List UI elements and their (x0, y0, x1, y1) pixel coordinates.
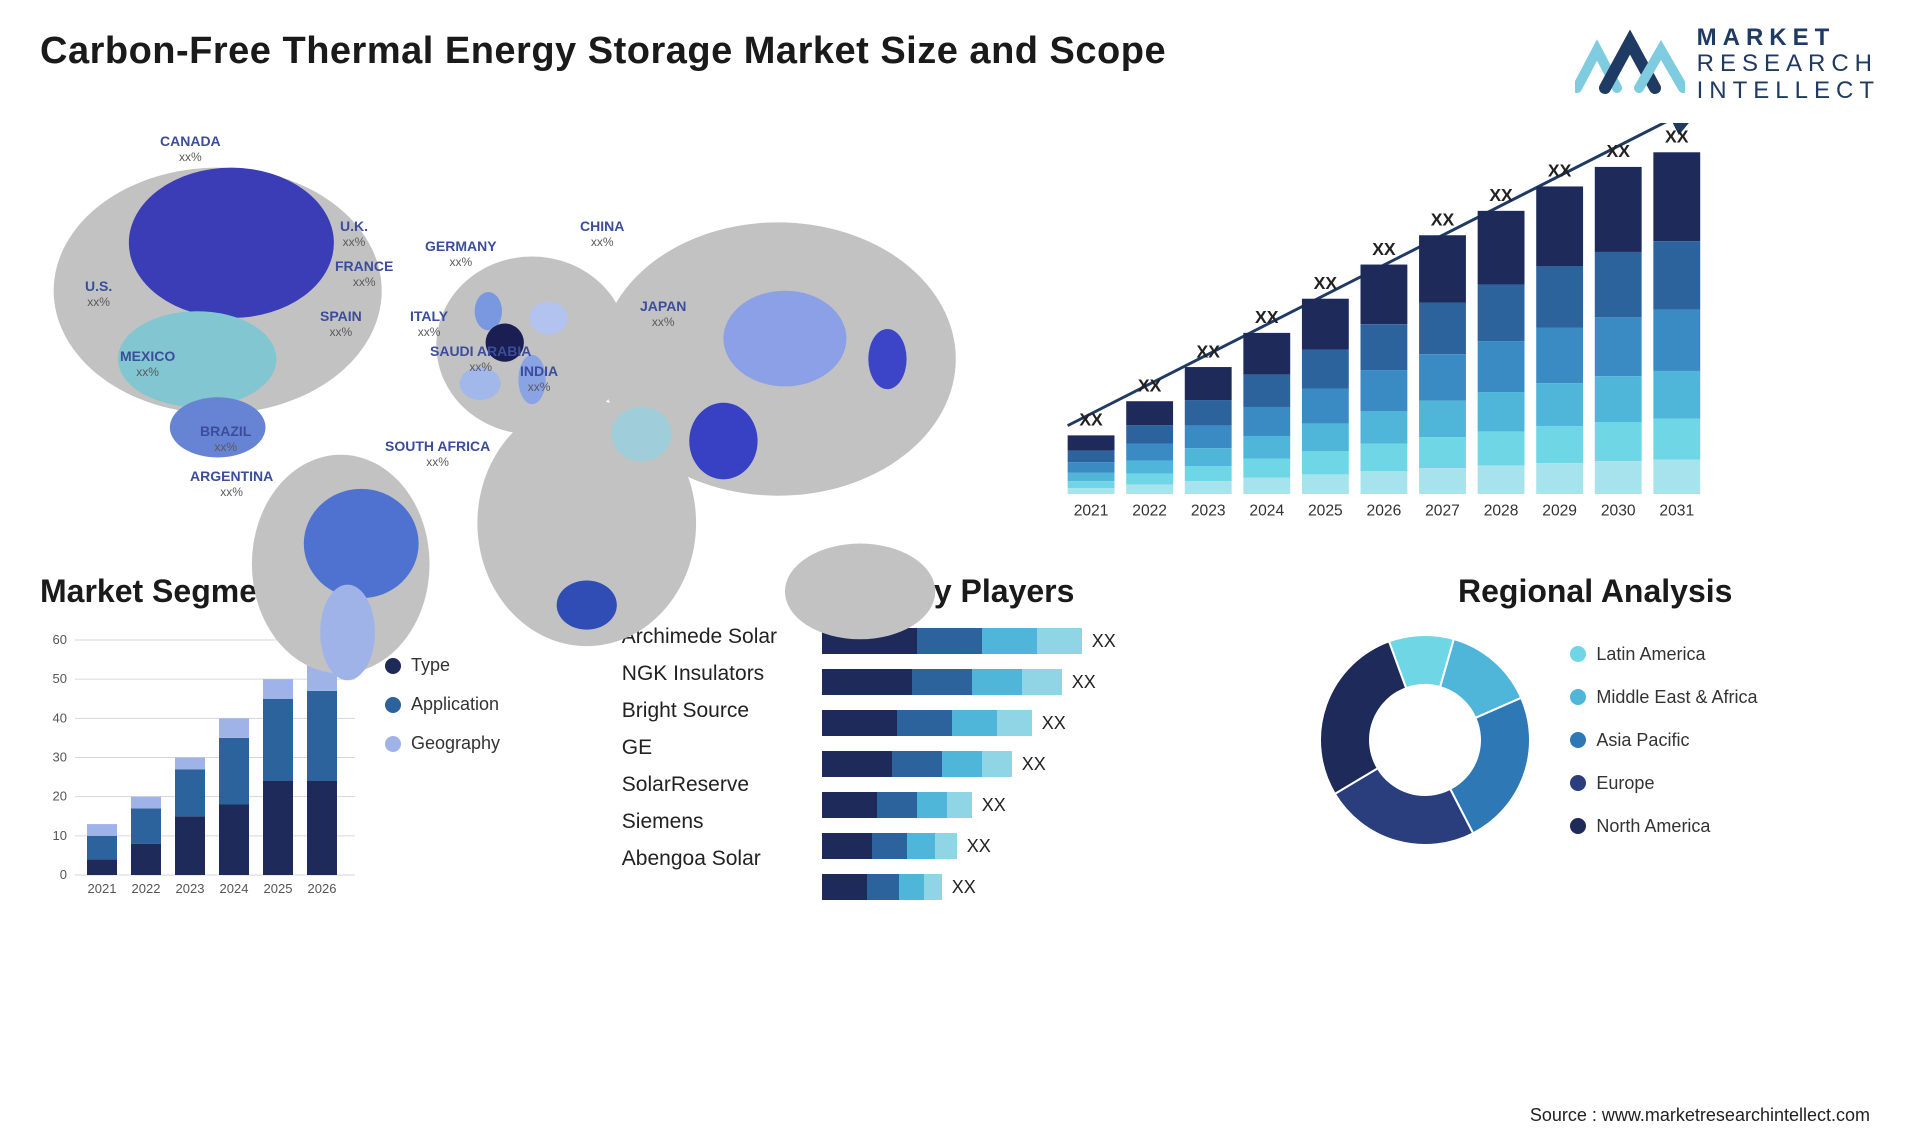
regional-title: Regional Analysis (1310, 573, 1880, 610)
world-map: CANADAxx% U.S.xx% MEXICOxx% BRAZILxx% ARGENT… (40, 113, 997, 533)
map-label-u-k-: U.K.xx% (340, 218, 368, 249)
map-label-brazil: BRAZILxx% (200, 423, 251, 454)
svg-text:2023: 2023 (1191, 502, 1226, 519)
svg-text:2021: 2021 (1073, 502, 1108, 519)
svg-text:XX: XX (1255, 307, 1279, 327)
player-name: SolarReserve (622, 773, 807, 797)
regional-legend: Latin America Middle East & Africa Asia Pa… (1570, 644, 1757, 837)
svg-text:10: 10 (53, 828, 67, 843)
svg-text:XX: XX (1313, 273, 1337, 293)
svg-text:2027: 2027 (1425, 502, 1460, 519)
player-name: Abengoa Solar (622, 847, 807, 871)
svg-text:2030: 2030 (1601, 502, 1636, 519)
player-bar-row: XX (822, 750, 1281, 778)
map-label-germany: GERMANYxx% (425, 238, 497, 269)
map-label-argentina: ARGENTINAxx% (190, 468, 273, 499)
svg-text:30: 30 (53, 750, 67, 765)
region-legend-item: Middle East & Africa (1570, 687, 1757, 708)
svg-text:2022: 2022 (1132, 502, 1167, 519)
svg-text:2024: 2024 (1249, 502, 1284, 519)
svg-text:2026: 2026 (1366, 502, 1401, 519)
svg-text:XX: XX (1372, 239, 1396, 259)
source-attribution: Source : www.marketresearchintellect.com (1530, 1105, 1870, 1126)
player-name: GE (622, 736, 807, 760)
map-label-spain: SPAINxx% (320, 308, 362, 339)
svg-text:2024: 2024 (220, 881, 249, 896)
svg-text:2023: 2023 (176, 881, 205, 896)
svg-text:XX: XX (1431, 210, 1455, 230)
region-legend-item: North America (1570, 816, 1757, 837)
svg-text:XX: XX (1079, 410, 1103, 430)
map-label-france: FRANCExx% (335, 258, 393, 289)
logo-text: MARKET RESEARCH INTELLECT (1697, 25, 1880, 104)
player-bar-row: XX (822, 873, 1281, 901)
svg-text:2028: 2028 (1483, 502, 1518, 519)
map-label-india: INDIAxx% (520, 363, 558, 394)
svg-text:XX: XX (1196, 341, 1220, 361)
map-label-saudi-arabia: SAUDI ARABIAxx% (430, 343, 531, 374)
map-label-u-s-: U.S.xx% (85, 278, 112, 309)
map-label-china: CHINAxx% (580, 218, 624, 249)
svg-text:2021: 2021 (88, 881, 117, 896)
svg-text:XX: XX (1489, 185, 1513, 205)
player-bar-row: XX (822, 832, 1281, 860)
map-label-canada: CANADAxx% (160, 133, 221, 164)
regional-analysis-panel: Regional Analysis Latin America Middle Ea… (1310, 573, 1880, 905)
map-label-japan: JAPANxx% (640, 298, 686, 329)
svg-text:20: 20 (53, 789, 67, 804)
logo-mark-icon (1575, 30, 1685, 100)
svg-text:2029: 2029 (1542, 502, 1577, 519)
player-bar-row: XX (822, 791, 1281, 819)
svg-text:40: 40 (53, 710, 67, 725)
player-bar-row: XX (822, 709, 1281, 737)
svg-text:2031: 2031 (1659, 502, 1694, 519)
map-label-south-africa: SOUTH AFRICAxx% (385, 438, 490, 469)
svg-text:0: 0 (60, 867, 67, 882)
legend-item-geography: Geography (385, 733, 500, 754)
player-name: Siemens (622, 810, 807, 834)
svg-text:2022: 2022 (132, 881, 161, 896)
svg-text:XX: XX (1606, 141, 1630, 161)
region-legend-item: Latin America (1570, 644, 1757, 665)
player-name: Bright Source (622, 699, 807, 723)
regional-donut-chart (1310, 625, 1540, 855)
legend-item-application: Application (385, 694, 500, 715)
map-label-italy: ITALYxx% (410, 308, 448, 339)
region-legend-item: Asia Pacific (1570, 730, 1757, 751)
svg-text:2025: 2025 (1308, 502, 1343, 519)
svg-text:XX: XX (1548, 161, 1572, 181)
market-size-chart: XX 2021 XX 2022 XX 2023 XX 2024 XX 2025 XX 2026 XX 20… (997, 113, 1880, 533)
svg-text:2026: 2026 (308, 881, 337, 896)
map-label-mexico: MEXICOxx% (120, 348, 175, 379)
region-legend-item: Europe (1570, 773, 1757, 794)
svg-text:XX: XX (1665, 127, 1689, 147)
svg-text:2025: 2025 (264, 881, 293, 896)
svg-text:XX: XX (1138, 375, 1162, 395)
company-logo: MARKET RESEARCH INTELLECT (1575, 25, 1880, 104)
